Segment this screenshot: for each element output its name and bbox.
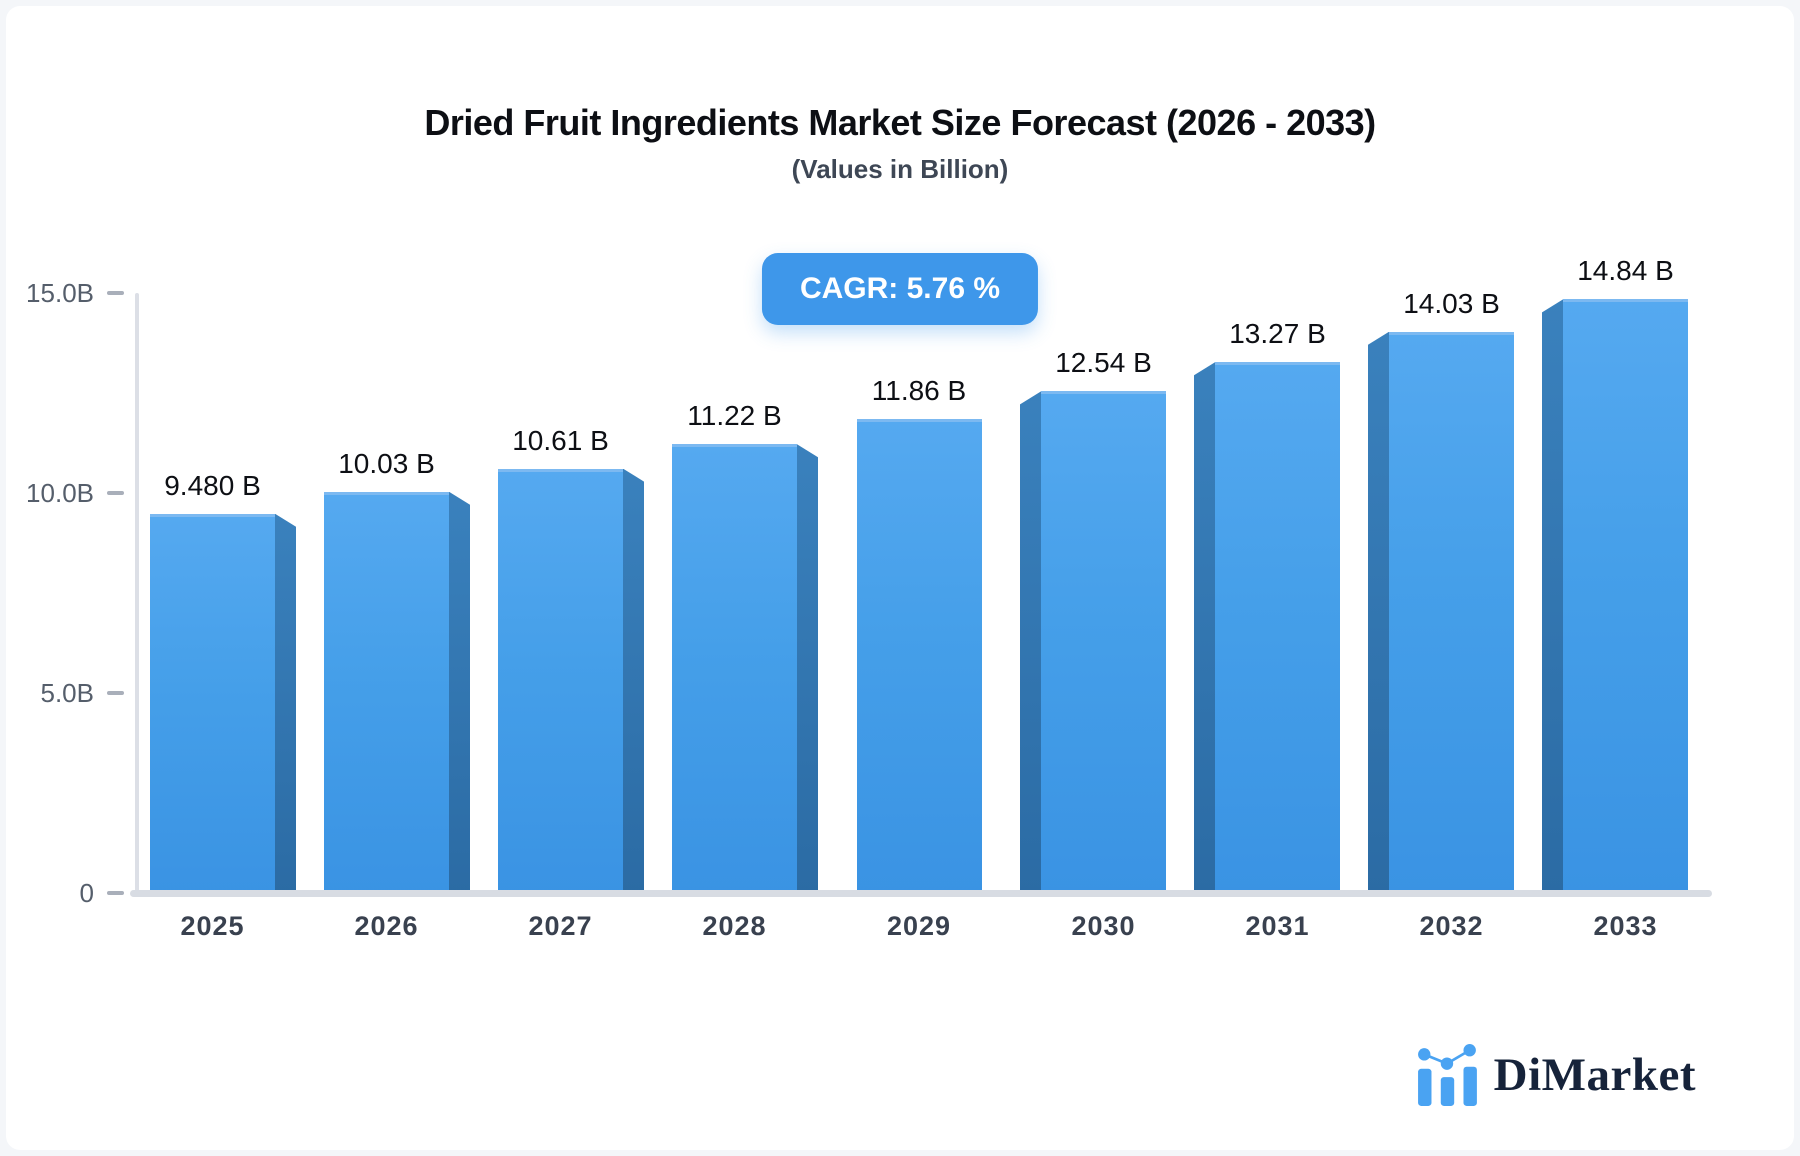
bar-2033 [1563,299,1688,895]
y-tick-label: 0 [79,878,94,908]
bar-2031 [1215,362,1340,895]
x-tick-label: 2026 [354,911,419,941]
chart-title: Dried Fruit Ingredients Market Size Fore… [424,102,1376,143]
bar-side-3d [1020,391,1041,895]
y-tick-label: 5.0B [40,678,95,708]
value-label: 9.480 B [164,469,261,501]
value-label: 11.86 B [871,374,967,406]
cagr-badge: CAGR: 5.76 % [761,253,1039,325]
value-label: 10.03 B [338,447,435,479]
y-tick-dash [107,691,124,695]
y-axis-line [135,293,139,893]
bar-2025 [150,513,275,895]
value-label: 10.61 B [512,424,609,456]
x-tick-label: 2028 [702,911,767,941]
x-tick-label: 2029 [886,911,952,941]
bar-side-3d [797,444,818,895]
bar-side-3d [623,468,644,895]
y-tick-dash [107,891,124,895]
value-label: 14.03 B [1403,287,1500,319]
value-label: 13.27 B [1229,318,1326,350]
bar-2027 [498,468,623,895]
bar-2026 [324,491,449,895]
chart-subtitle: (Values in Billion) [791,154,1009,184]
chart-card: Dried Fruit Ingredients Market Size Fore… [6,6,1794,1150]
bar-2030 [1041,391,1166,895]
bar-side-3d [275,513,296,895]
bar-side-3d [1194,362,1215,895]
x-tick-label: 2030 [1071,911,1136,941]
bar-2028 [672,444,797,895]
value-label: 12.54 B [1055,347,1152,379]
bar-2029 [856,418,982,895]
x-axis-baseline [130,890,1712,897]
bar-side-3d [449,491,470,895]
y-tick-label: 15.0B [26,278,94,308]
bar-chart-plot: 0 5.0B 10.0B 15.0B 9.480 B 2025 10.03 B 2026 10.… [6,6,1794,1150]
x-tick-label: 2031 [1245,911,1310,941]
y-tick-dash [107,491,124,495]
bar-side-3d [1368,331,1389,895]
bar-side-3d [1542,299,1563,895]
bar-2032 [1389,331,1514,895]
x-tick-label: 2032 [1419,911,1484,941]
value-label: 11.22 B [687,400,782,432]
x-tick-label: 2027 [528,911,593,941]
x-tick-label: 2025 [180,911,245,941]
value-label: 14.84 B [1577,255,1674,287]
x-tick-label: 2033 [1593,911,1658,941]
brand-logo: DiMarket [1416,1044,1696,1106]
dimarket-bars-icon [1417,1044,1477,1106]
y-tick-dash [107,291,124,295]
y-tick-label: 10.0B [26,478,94,508]
brand-logo-text: DiMarket [1493,1049,1696,1101]
